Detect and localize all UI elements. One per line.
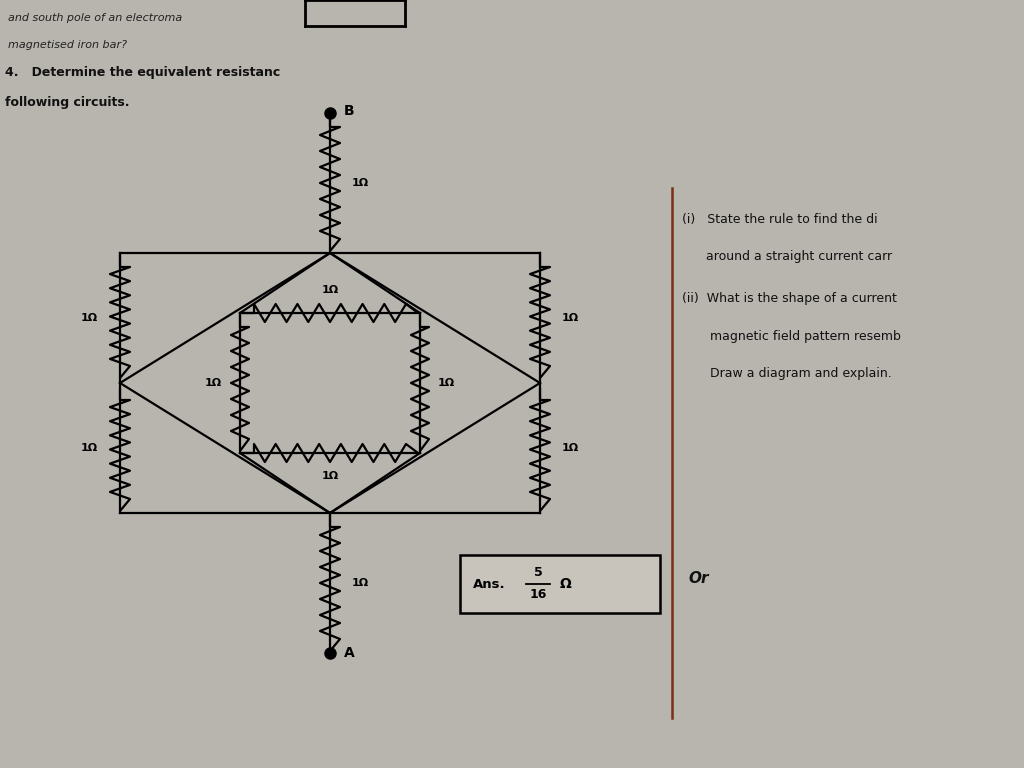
Text: 1Ω: 1Ω: [322, 471, 339, 481]
Text: 1Ω: 1Ω: [438, 378, 455, 388]
Text: 16: 16: [529, 588, 547, 601]
Bar: [460, 555, 660, 613]
Text: (ii)  What is the shape of a current: (ii) What is the shape of a current: [682, 292, 897, 305]
Text: B: B: [344, 104, 354, 118]
Text: A: A: [344, 646, 354, 660]
Text: magnetic field pattern resemb: magnetic field pattern resemb: [682, 330, 901, 343]
Text: Ω: Ω: [560, 577, 571, 591]
Text: around a straight current carr: around a straight current carr: [682, 250, 892, 263]
Text: 1Ω: 1Ω: [81, 443, 98, 453]
Text: 1Ω: 1Ω: [352, 578, 369, 588]
Text: (i)   State the rule to find the di: (i) State the rule to find the di: [682, 213, 878, 226]
Text: following circuits.: following circuits.: [5, 96, 129, 109]
Text: 1Ω: 1Ω: [81, 313, 98, 323]
Text: Or: Or: [688, 571, 709, 586]
Text: Ans.: Ans.: [473, 578, 506, 591]
Text: 5: 5: [534, 567, 543, 580]
Text: 1Ω: 1Ω: [322, 285, 339, 295]
Text: 1Ω: 1Ω: [562, 313, 580, 323]
Text: and south pole of an electroma: and south pole of an electroma: [8, 13, 182, 23]
Text: 1Ω: 1Ω: [562, 443, 580, 453]
Text: 1Ω: 1Ω: [205, 378, 222, 388]
Text: Draw a diagram and explain.: Draw a diagram and explain.: [682, 367, 892, 380]
Text: magnetised iron bar?: magnetised iron bar?: [8, 40, 127, 50]
Text: 4.   Determine the equivalent resistanc: 4. Determine the equivalent resistanc: [5, 66, 281, 79]
Text: 1Ω: 1Ω: [352, 178, 369, 188]
